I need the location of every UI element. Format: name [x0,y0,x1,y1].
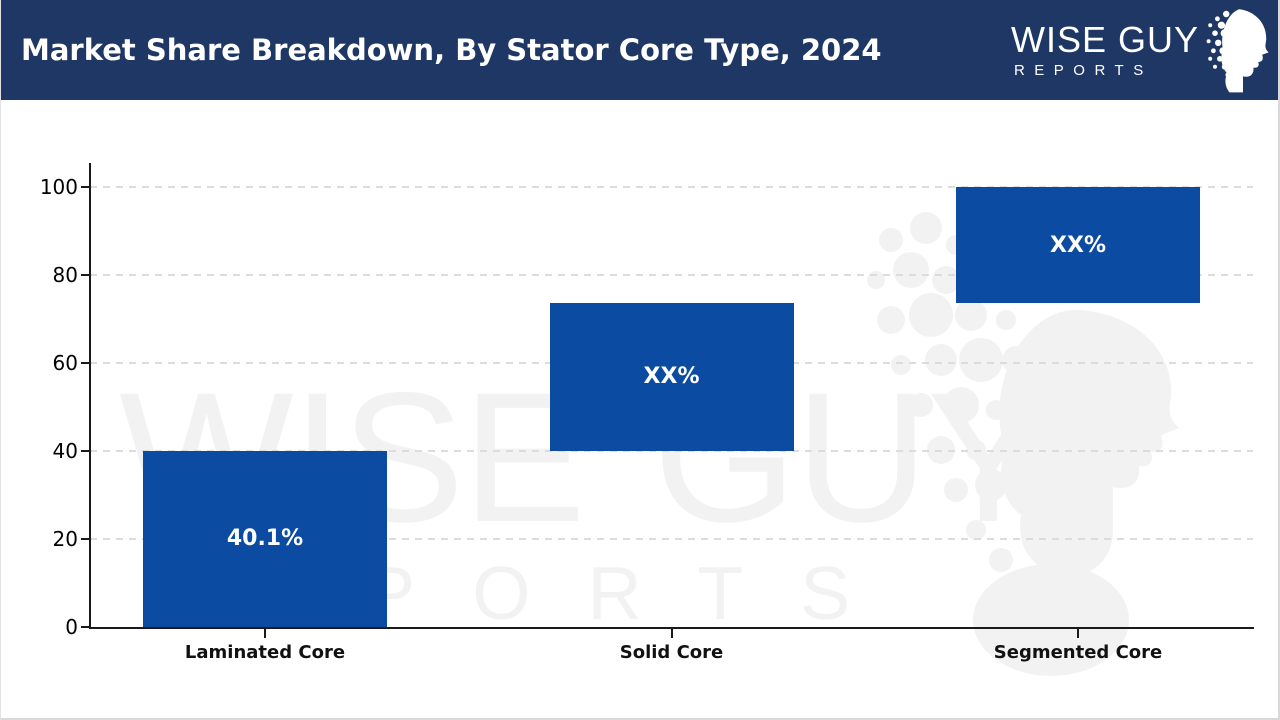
gridline-80 [90,274,1253,276]
bar-laminated-core: 40.1% [143,450,387,627]
y-tickmark-60 [81,362,90,364]
gridline-20 [90,538,1253,540]
y-tick-label-20: 20 [52,527,78,551]
header: Market Share Breakdown, By Stator Core T… [1,0,1278,100]
gridline-40 [90,450,1253,452]
x-tickmark-0 [264,629,266,638]
y-axis-line [89,163,91,629]
y-tick-label-0: 0 [65,615,78,639]
y-tick-label-60: 60 [52,351,78,375]
x-tickmark-2 [1077,629,1079,638]
y-tick-label-40: 40 [52,439,78,463]
bar-value-label: XX% [1050,232,1106,258]
y-tickmark-0 [81,626,90,628]
chart-area: WISE GUY REPORTS 0 20 40 60 80 100 40.1% Lamina… [1,100,1278,720]
logo-wordmark: WISE GUY [1010,19,1199,60]
logo-subtext: REPORTS [1013,62,1153,79]
y-tickmark-80 [81,274,90,276]
bar-segmented-core: XX% [956,187,1200,304]
y-tick-label-80: 80 [52,263,78,287]
wise-guy-reports-logo: WISE GUY REPORTS [1011,6,1271,94]
bar-solid-core: XX% [549,303,794,451]
chart-title: Market Share Breakdown, By Stator Core T… [21,33,882,67]
y-tickmark-100 [81,186,90,188]
x-axis-line [89,627,1254,629]
logo-head-icon [1206,9,1269,93]
y-tick-label-100: 100 [39,175,78,199]
plot: 0 20 40 60 80 100 40.1% Laminated Core XX% Solid … [1,100,1278,720]
bar-value-label: XX% [643,364,700,390]
y-tickmark-40 [81,450,90,452]
logo-text: WISE GUY REPORTS [1010,19,1199,80]
y-tickmark-20 [81,538,90,540]
x-tickmark-1 [670,629,673,638]
gridline-100 [90,186,1253,188]
bar-value-label: 40.1% [226,526,304,552]
x-tick-label-2: Segmented Core [993,642,1163,663]
x-tick-label-1: Solid Core [619,642,724,663]
x-tick-label-0: Laminated Core [184,642,346,663]
